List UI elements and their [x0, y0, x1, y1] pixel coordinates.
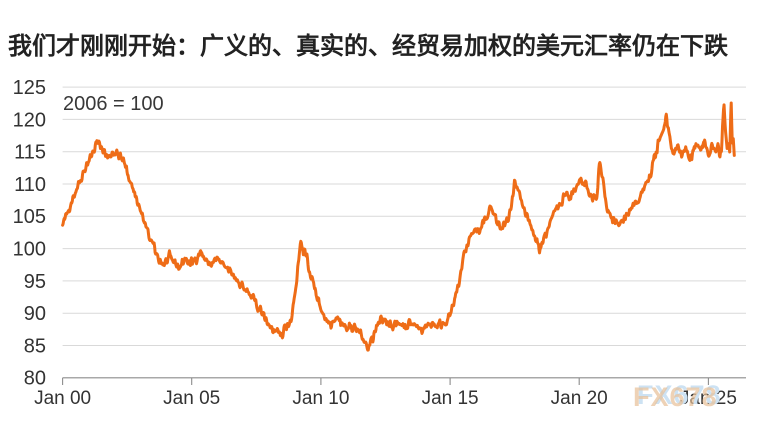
svg-text:80: 80 — [24, 368, 46, 390]
svg-text:Jan 00: Jan 00 — [34, 388, 91, 409]
svg-text:90: 90 — [24, 303, 46, 325]
svg-text:Jan 15: Jan 15 — [422, 388, 479, 409]
svg-text:120: 120 — [13, 109, 46, 131]
svg-text:FX678: FX678 — [633, 382, 718, 412]
svg-text:2006 = 100: 2006 = 100 — [63, 93, 164, 115]
svg-text:Jan 20: Jan 20 — [551, 388, 608, 409]
svg-text:110: 110 — [14, 174, 46, 196]
svg-text:115: 115 — [14, 142, 46, 164]
svg-text:95: 95 — [24, 271, 46, 293]
svg-text:85: 85 — [24, 335, 46, 357]
svg-text:105: 105 — [13, 206, 46, 228]
svg-text:100: 100 — [13, 239, 46, 261]
svg-text:Jan 05: Jan 05 — [163, 388, 220, 409]
svg-text:Jan 10: Jan 10 — [292, 388, 349, 409]
svg-text:125: 125 — [13, 77, 46, 99]
